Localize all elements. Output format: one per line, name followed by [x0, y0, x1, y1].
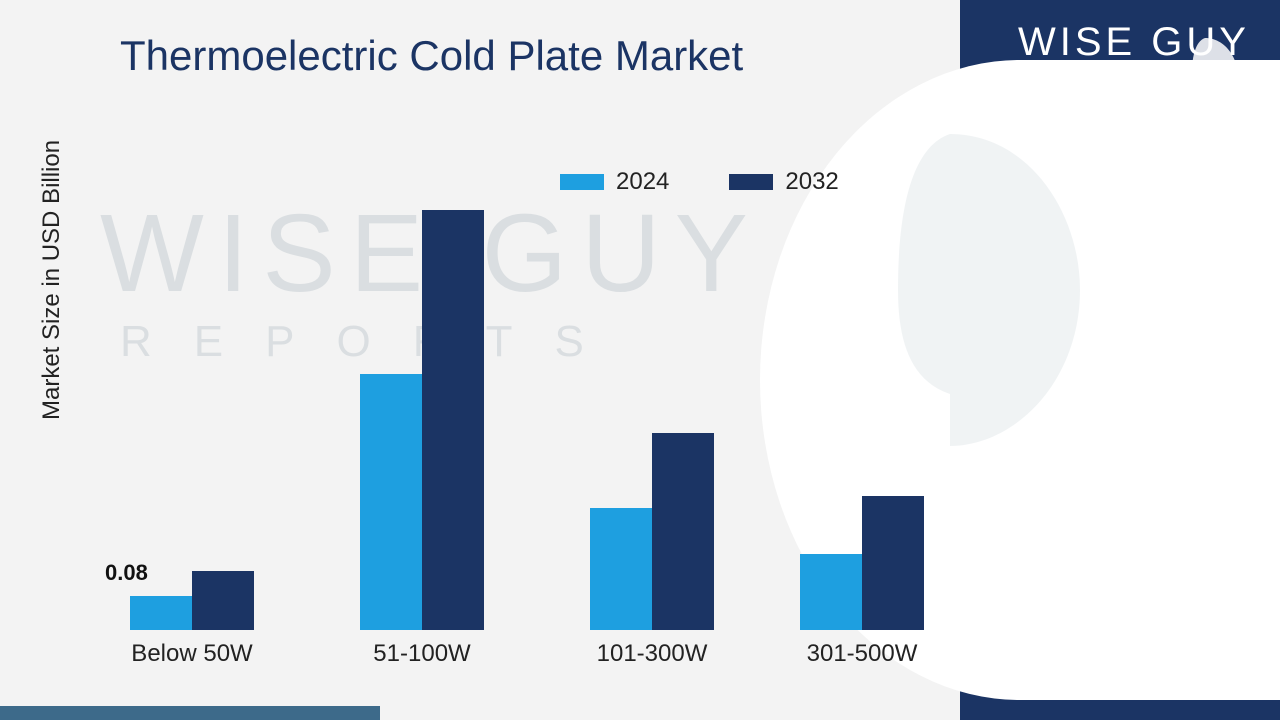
bar-2032 — [192, 571, 254, 630]
legend: 2024 2032 — [560, 168, 839, 196]
legend-item-2032: 2032 — [729, 168, 838, 196]
x-label: 301-500W — [807, 640, 918, 668]
bottom-bar — [0, 706, 380, 720]
x-label: 101-300W — [597, 640, 708, 668]
bar-group — [800, 496, 924, 630]
bar-group — [130, 571, 254, 630]
bar-group — [360, 210, 484, 630]
x-label: 51-100W — [373, 640, 470, 668]
bar-2032 — [652, 433, 714, 630]
bar-2024 — [130, 596, 192, 630]
value-label: 0.08 — [105, 560, 148, 586]
plot-area: 0.08 — [100, 210, 1020, 630]
bar-group — [590, 433, 714, 630]
bar-2032 — [862, 496, 924, 630]
y-axis-label: Market Size in USD Billion — [38, 140, 66, 420]
bar-2032 — [422, 210, 484, 630]
legend-swatch-2024 — [560, 174, 604, 190]
legend-swatch-2032 — [729, 174, 773, 190]
brand-logo: WISE GUY REPORTS — [970, 20, 1250, 79]
x-axis-labels: Below 50W 51-100W 101-300W 301-500W — [100, 640, 1020, 680]
x-label: Below 50W — [131, 640, 252, 668]
bar-2024 — [360, 374, 422, 630]
brand-head-icon — [1170, 38, 1240, 118]
page-root: WISE GUY REPORTS Thermoelectric Cold Pla… — [0, 0, 1280, 720]
legend-label-2032: 2032 — [785, 168, 838, 196]
bar-2024 — [590, 508, 652, 630]
chart-title: Thermoelectric Cold Plate Market — [120, 32, 743, 80]
bar-2024 — [800, 554, 862, 630]
legend-label-2024: 2024 — [616, 168, 669, 196]
legend-item-2024: 2024 — [560, 168, 669, 196]
